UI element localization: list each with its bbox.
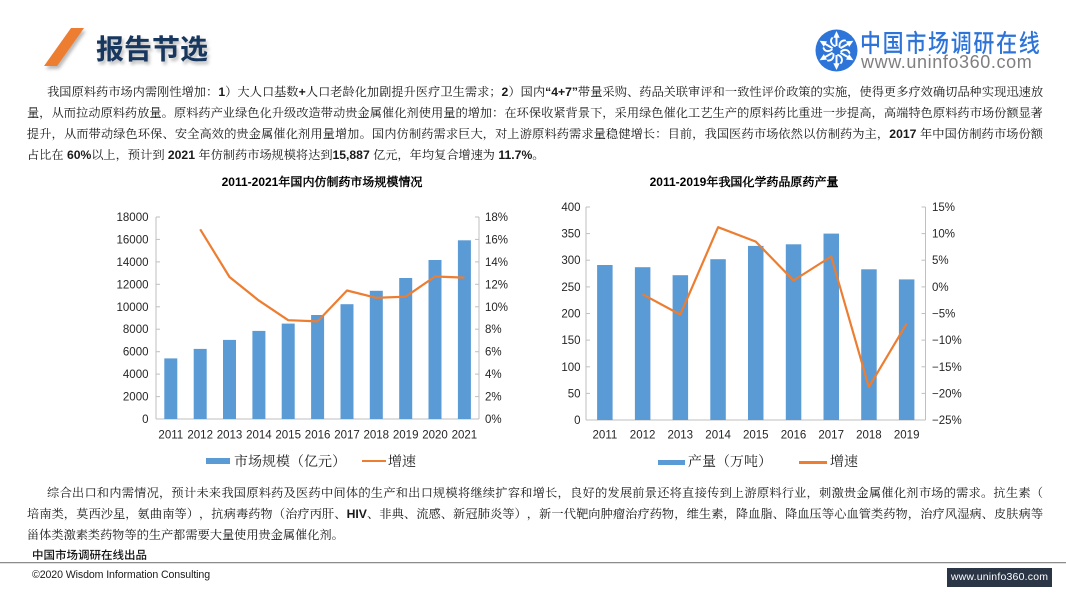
svg-text:2015: 2015 [743, 430, 769, 442]
svg-text:−25%: −25% [932, 415, 962, 427]
svg-text:0%: 0% [485, 414, 502, 426]
svg-text:−5%: −5% [932, 309, 955, 321]
svg-text:2012: 2012 [630, 430, 656, 442]
svg-text:10%: 10% [485, 302, 508, 314]
svg-text:250: 250 [561, 282, 580, 294]
svg-text:4%: 4% [485, 369, 502, 381]
svg-text:2011: 2011 [158, 430, 183, 442]
svg-text:16000: 16000 [117, 234, 149, 246]
svg-text:2020: 2020 [422, 430, 448, 442]
svg-text:12000: 12000 [117, 279, 149, 291]
svg-text:0: 0 [574, 415, 580, 427]
svg-text:100: 100 [561, 362, 580, 374]
svg-text:5%: 5% [932, 255, 949, 267]
svg-text:150: 150 [561, 335, 580, 347]
svg-text:2011: 2011 [593, 430, 618, 442]
svg-text:2017: 2017 [818, 430, 844, 442]
svg-text:50: 50 [568, 388, 581, 400]
svg-text:200: 200 [561, 309, 580, 321]
svg-text:8000: 8000 [123, 324, 149, 336]
svg-text:18%: 18% [485, 212, 508, 224]
svg-text:10%: 10% [932, 229, 955, 241]
svg-text:400: 400 [561, 202, 580, 214]
svg-text:14000: 14000 [117, 257, 149, 269]
svg-text:−10%: −10% [932, 335, 962, 347]
svg-text:6000: 6000 [123, 347, 149, 359]
svg-text:2018: 2018 [364, 430, 390, 442]
svg-text:12%: 12% [485, 279, 508, 291]
svg-text:16%: 16% [485, 234, 508, 246]
svg-text:2019: 2019 [393, 430, 419, 442]
svg-text:2014: 2014 [246, 430, 272, 442]
svg-text:2%: 2% [485, 392, 502, 404]
svg-text:0%: 0% [932, 282, 949, 294]
svg-text:350: 350 [561, 229, 580, 241]
svg-text:2016: 2016 [305, 430, 331, 442]
svg-text:8%: 8% [485, 324, 502, 336]
svg-text:2000: 2000 [123, 392, 149, 404]
svg-text:2014: 2014 [705, 430, 731, 442]
svg-text:2012: 2012 [187, 430, 213, 442]
svg-text:2019: 2019 [894, 430, 920, 442]
svg-text:4000: 4000 [123, 369, 149, 381]
svg-text:300: 300 [561, 255, 580, 267]
svg-text:14%: 14% [485, 257, 508, 269]
svg-text:2021: 2021 [452, 430, 478, 442]
svg-text:2017: 2017 [334, 430, 360, 442]
svg-text:2013: 2013 [668, 430, 694, 442]
svg-text:0: 0 [142, 414, 148, 426]
svg-text:2018: 2018 [856, 430, 882, 442]
svg-text:18000: 18000 [117, 212, 149, 224]
svg-text:6%: 6% [485, 347, 502, 359]
svg-text:2016: 2016 [781, 430, 807, 442]
svg-text:2013: 2013 [217, 430, 243, 442]
svg-text:10000: 10000 [117, 302, 149, 314]
svg-text:15%: 15% [932, 202, 955, 214]
svg-text:2015: 2015 [275, 430, 301, 442]
svg-text:−20%: −20% [932, 388, 962, 400]
svg-text:−15%: −15% [932, 362, 962, 374]
